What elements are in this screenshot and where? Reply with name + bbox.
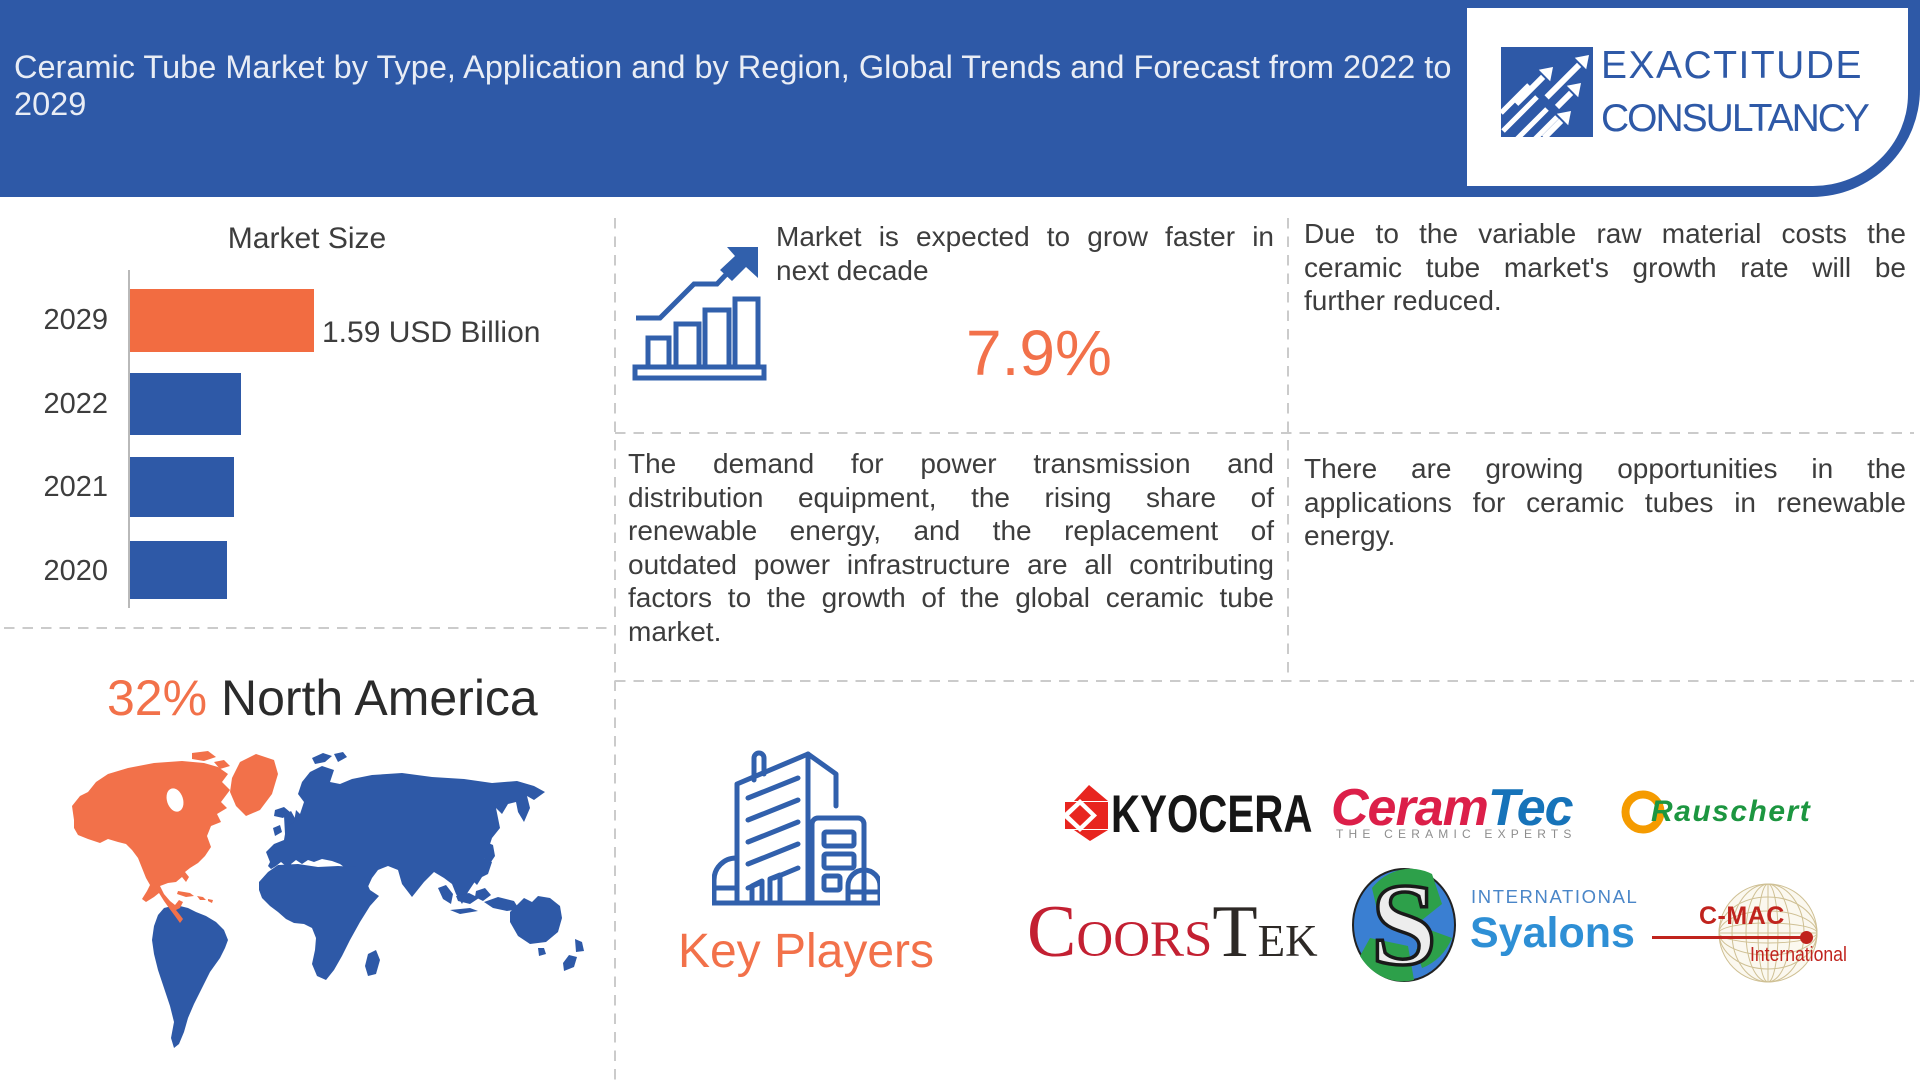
svg-text:S: S — [1371, 868, 1437, 982]
